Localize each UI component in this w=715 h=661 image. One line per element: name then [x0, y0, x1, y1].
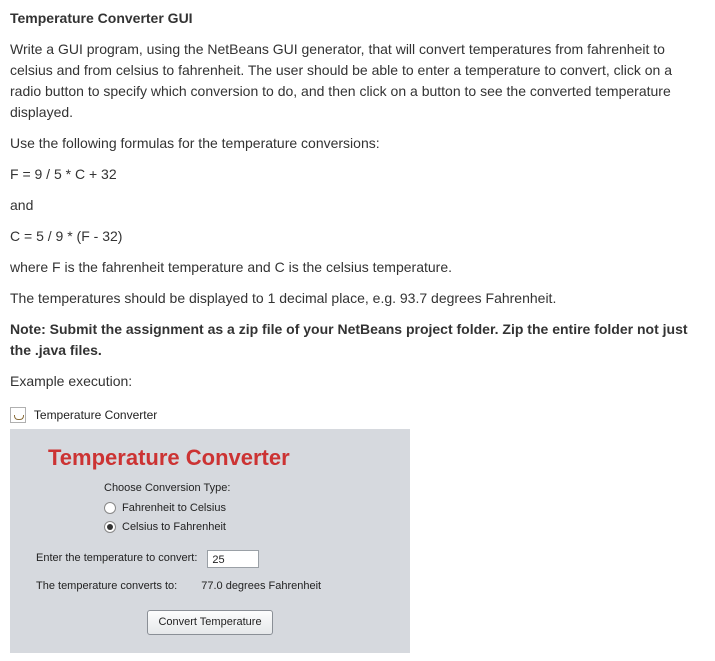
paragraph-where: where F is the fahrenheit temperature an… — [10, 257, 705, 278]
choose-label: Choose Conversion Type: — [104, 480, 392, 497]
radio-icon — [104, 502, 116, 514]
text-and: and — [10, 195, 705, 216]
result-value: 77.0 degrees Fahrenheit — [201, 578, 321, 595]
java-app-icon — [10, 407, 26, 423]
button-row: Convert Temperature — [28, 610, 392, 635]
app-panel: Temperature Converter Choose Conversion … — [10, 429, 410, 653]
paragraph-formulas-lead: Use the following formulas for the tempe… — [10, 133, 705, 154]
window-title: Temperature Converter — [34, 406, 157, 424]
paragraph-note: Note: Submit the assignment as a zip fil… — [10, 319, 705, 361]
formula-f: F = 9 / 5 * C + 32 — [10, 164, 705, 185]
doc-title: Temperature Converter GUI — [10, 8, 705, 29]
result-row: The temperature converts to: 77.0 degree… — [36, 578, 392, 595]
radio-c-to-f[interactable]: Celsius to Fahrenheit — [104, 519, 392, 536]
paragraph-example: Example execution: — [10, 371, 705, 392]
app-heading: Temperature Converter — [48, 441, 392, 474]
radio-icon-selected — [104, 521, 116, 533]
paragraph-intro: Write a GUI program, using the NetBeans … — [10, 39, 705, 123]
radio-label: Celsius to Fahrenheit — [122, 519, 226, 536]
conversion-type-block: Choose Conversion Type: Fahrenheit to Ce… — [104, 480, 392, 536]
example-screenshot: Temperature Converter Temperature Conver… — [10, 404, 705, 653]
result-label: The temperature converts to: — [36, 578, 177, 595]
paragraph-precision: The temperatures should be displayed to … — [10, 288, 705, 309]
formula-c: C = 5 / 9 * (F - 32) — [10, 226, 705, 247]
convert-button[interactable]: Convert Temperature — [147, 610, 272, 635]
radio-label: Fahrenheit to Celsius — [122, 500, 226, 517]
radio-f-to-c[interactable]: Fahrenheit to Celsius — [104, 500, 392, 517]
